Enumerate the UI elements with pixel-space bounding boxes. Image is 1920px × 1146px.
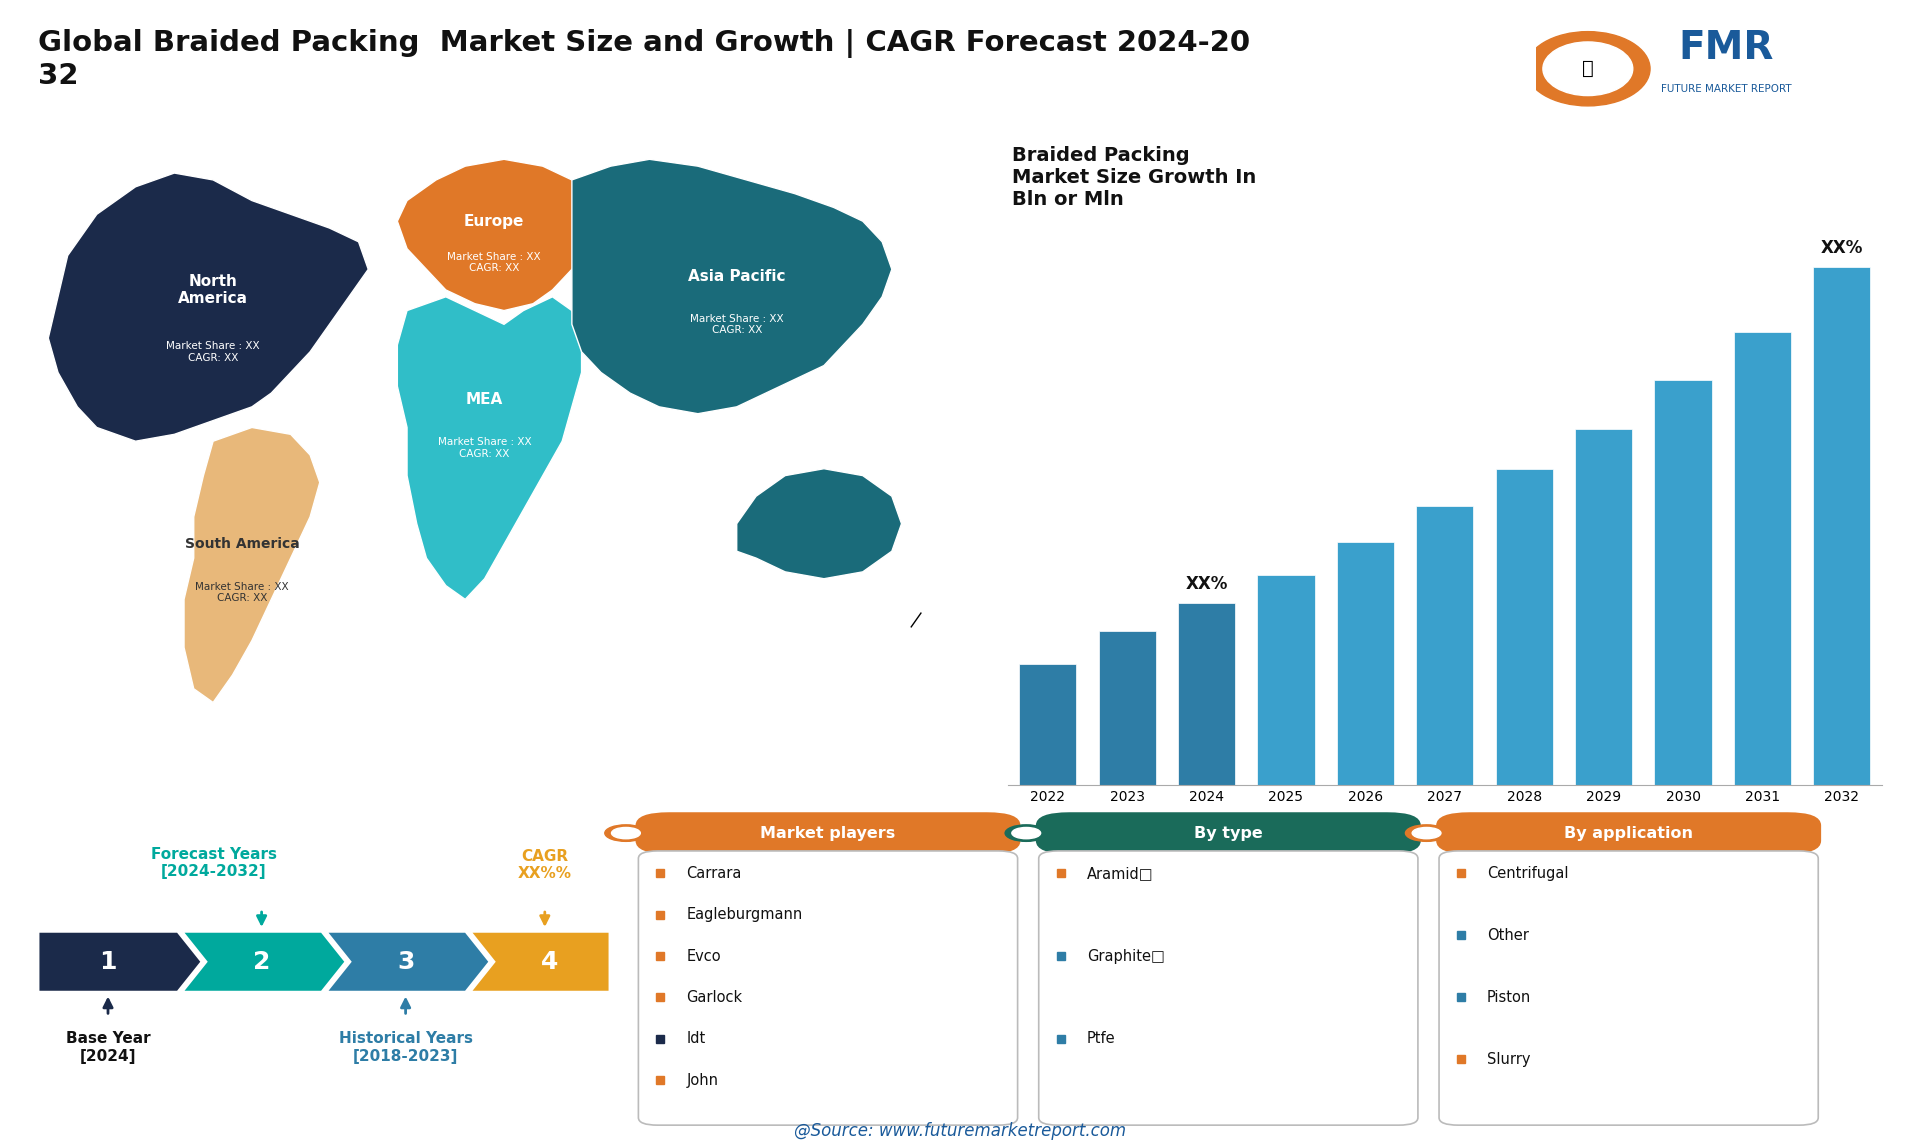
Text: 2: 2: [253, 950, 271, 974]
Polygon shape: [397, 297, 582, 599]
Text: XX%: XX%: [1185, 575, 1227, 592]
Bar: [1734, 332, 1791, 785]
Text: Asia Pacific: Asia Pacific: [687, 268, 785, 284]
Text: XX%: XX%: [1820, 238, 1862, 257]
Circle shape: [1526, 32, 1649, 105]
Polygon shape: [184, 427, 321, 702]
Text: MEA: MEA: [467, 392, 503, 408]
Text: By type: By type: [1194, 825, 1263, 841]
Circle shape: [1405, 825, 1448, 841]
Text: Historical Years
[2018-2023]: Historical Years [2018-2023]: [338, 1031, 472, 1063]
Polygon shape: [38, 932, 202, 991]
Bar: [1258, 574, 1315, 785]
Text: @Source: www.futuremarketreport.com: @Source: www.futuremarketreport.com: [795, 1122, 1125, 1140]
Bar: [1179, 603, 1235, 785]
Text: Other: Other: [1486, 928, 1528, 943]
Text: Market players: Market players: [760, 825, 895, 841]
Text: 1: 1: [100, 950, 117, 974]
Polygon shape: [182, 932, 346, 991]
Circle shape: [1006, 825, 1048, 841]
Text: 👤: 👤: [1582, 60, 1594, 78]
FancyBboxPatch shape: [1039, 851, 1417, 1125]
Text: Market Share : XX
CAGR: XX: Market Share : XX CAGR: XX: [196, 582, 290, 603]
Polygon shape: [737, 469, 902, 579]
Bar: [1574, 429, 1632, 785]
Text: Idt: Idt: [687, 1031, 707, 1046]
Polygon shape: [326, 932, 490, 991]
Text: Market Share : XX
CAGR: XX: Market Share : XX CAGR: XX: [447, 252, 541, 273]
Text: Forecast Years
[2024-2032]: Forecast Years [2024-2032]: [150, 847, 276, 879]
Text: Eagleburgmann: Eagleburgmann: [687, 908, 803, 923]
Circle shape: [1544, 42, 1632, 95]
FancyBboxPatch shape: [1436, 813, 1820, 854]
Text: FUTURE MARKET REPORT: FUTURE MARKET REPORT: [1661, 85, 1791, 94]
Circle shape: [1413, 827, 1442, 839]
Polygon shape: [572, 159, 891, 414]
Bar: [1020, 664, 1077, 785]
Text: Base Year
[2024]: Base Year [2024]: [65, 1031, 150, 1063]
Text: Piston: Piston: [1486, 990, 1532, 1005]
Text: Europe: Europe: [465, 213, 524, 229]
Text: John: John: [687, 1073, 718, 1088]
Text: Garlock: Garlock: [687, 990, 743, 1005]
Circle shape: [605, 825, 647, 841]
Bar: [1496, 470, 1553, 785]
Text: South America: South America: [184, 537, 300, 551]
FancyBboxPatch shape: [637, 851, 1018, 1125]
Circle shape: [1012, 827, 1041, 839]
Polygon shape: [48, 173, 369, 441]
FancyBboxPatch shape: [636, 813, 1021, 854]
Text: Aramid□: Aramid□: [1087, 866, 1154, 881]
Text: 3: 3: [397, 950, 415, 974]
Text: Evco: Evco: [687, 949, 722, 964]
Bar: [1417, 505, 1473, 785]
Text: CAGR
XX%%: CAGR XX%%: [518, 848, 572, 881]
Text: Graphite□: Graphite□: [1087, 949, 1165, 964]
Circle shape: [612, 827, 641, 839]
Text: Braided Packing
Market Size Growth In
Bln or Mln: Braided Packing Market Size Growth In Bl…: [1012, 146, 1256, 209]
Bar: [1655, 380, 1711, 785]
Text: Carrara: Carrara: [687, 866, 741, 881]
Bar: [1336, 542, 1394, 785]
Text: Global Braided Packing  Market Size and Growth | CAGR Forecast 2024-20
32: Global Braided Packing Market Size and G…: [38, 29, 1250, 91]
Text: Market Share : XX
CAGR: XX: Market Share : XX CAGR: XX: [689, 314, 783, 335]
Text: Slurry: Slurry: [1486, 1052, 1530, 1067]
FancyBboxPatch shape: [1037, 813, 1421, 854]
Bar: [1098, 631, 1156, 785]
Bar: [1812, 267, 1870, 785]
FancyBboxPatch shape: [1440, 851, 1818, 1125]
Text: Market Share : XX
CAGR: XX: Market Share : XX CAGR: XX: [438, 438, 532, 458]
Text: Centrifugal: Centrifugal: [1486, 866, 1569, 881]
Text: FMR: FMR: [1678, 29, 1774, 68]
Text: Market Share : XX
CAGR: XX: Market Share : XX CAGR: XX: [167, 342, 259, 362]
Polygon shape: [470, 932, 611, 991]
Text: By application: By application: [1565, 825, 1693, 841]
Text: Ptfe: Ptfe: [1087, 1031, 1116, 1046]
Text: North
America: North America: [179, 274, 248, 306]
Polygon shape: [397, 159, 601, 311]
Text: 4: 4: [541, 950, 559, 974]
